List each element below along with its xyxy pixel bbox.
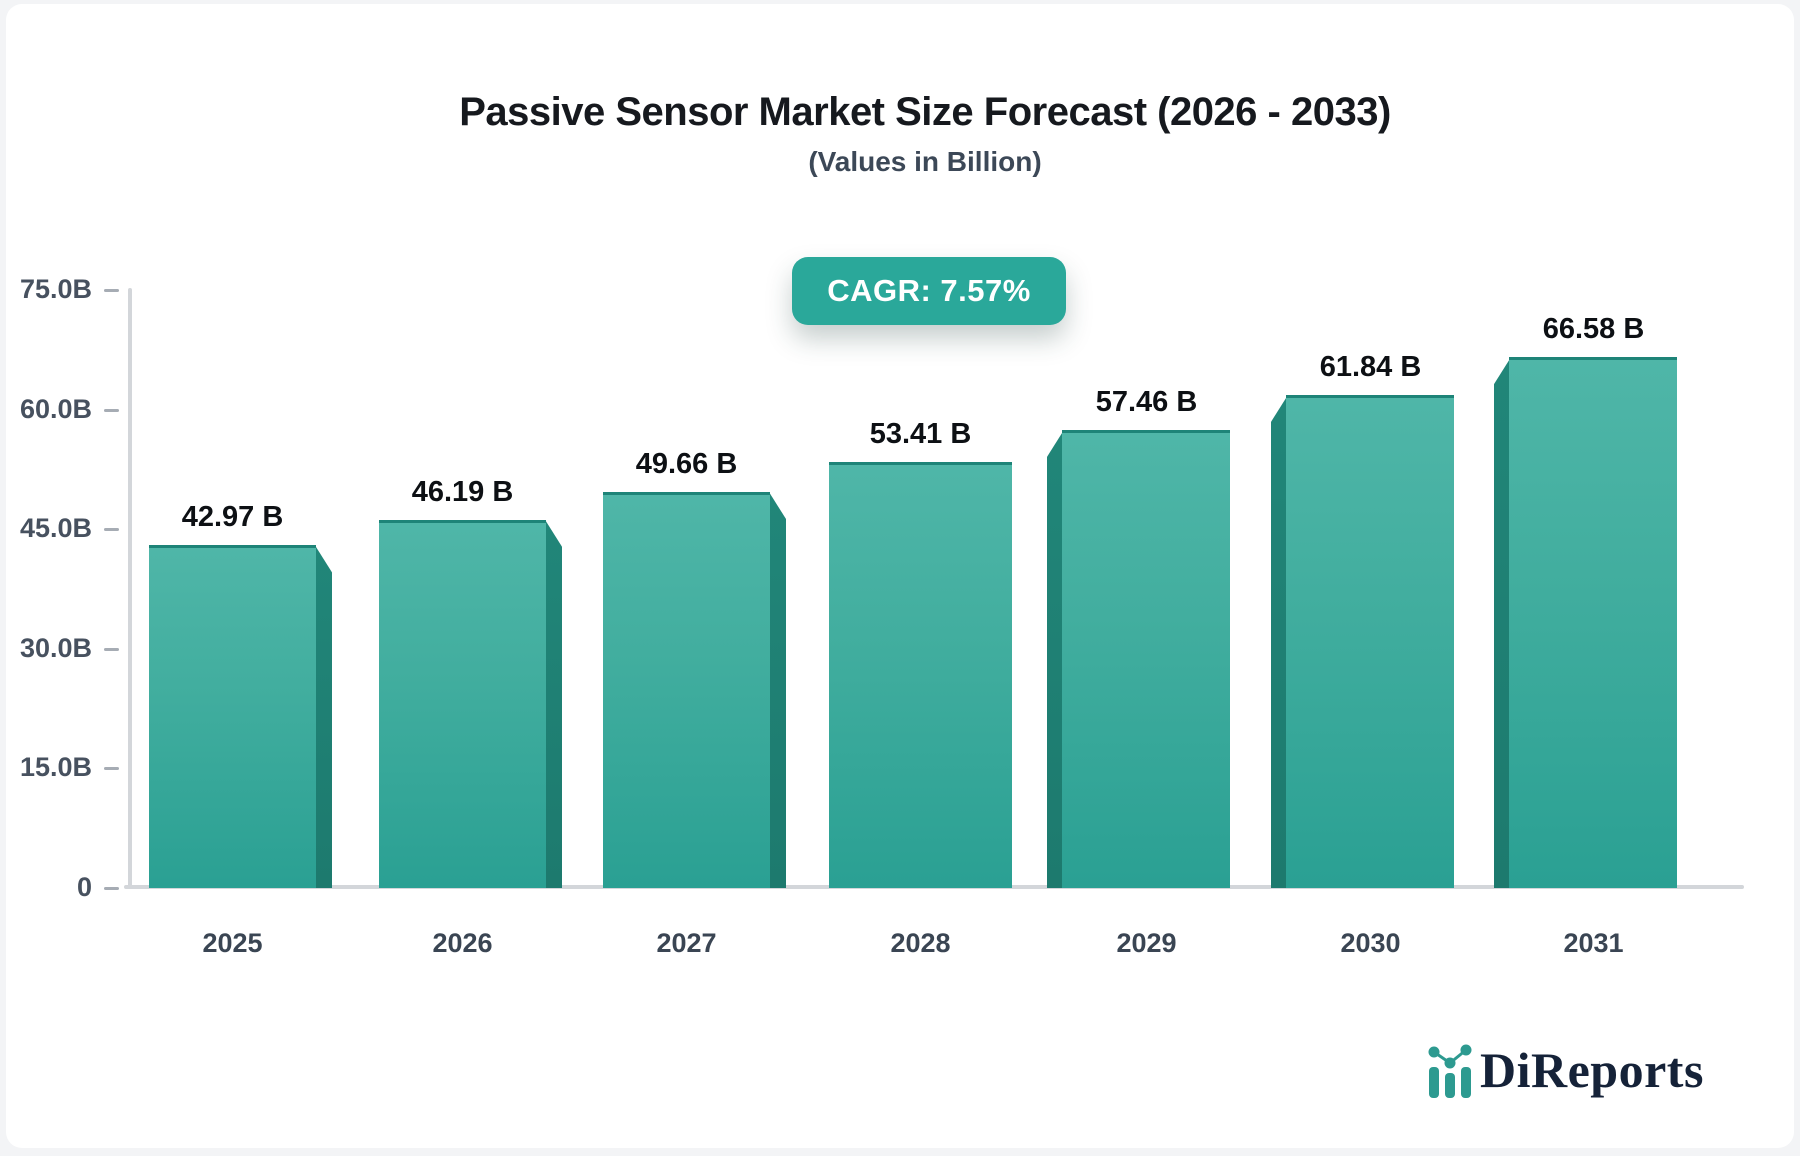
cagr-badge: CAGR: 7.57% — [792, 257, 1066, 325]
mini-bar-line-chart-logo-icon — [1428, 1044, 1472, 1098]
y-tick-label-75.0B: 75.0B — [19, 274, 92, 304]
bar-face — [1062, 429, 1230, 888]
bar-3d-side — [545, 519, 562, 888]
bar-value-label-2026: 46.19 B — [411, 475, 514, 508]
x-axis-label-2025: 2025 — [202, 928, 263, 958]
bar-2029[interactable] — [1047, 429, 1230, 888]
y-tick-mark — [104, 647, 119, 651]
bar-3d-side — [315, 545, 332, 888]
y-tick-mark — [104, 887, 119, 890]
bar-2025[interactable] — [149, 545, 332, 888]
y-tick-mark — [104, 289, 119, 292]
bar-face — [1286, 394, 1454, 888]
bar-2026[interactable] — [379, 519, 562, 888]
bar-face — [379, 519, 546, 888]
y-tick-mark — [104, 767, 119, 771]
x-axis-label-2031: 2031 — [1563, 928, 1624, 958]
bar-3d-side — [1271, 394, 1288, 888]
bar-face — [149, 545, 316, 888]
x-axis-label-2029: 2029 — [1116, 928, 1177, 958]
y-tick-label-30.0B: 30.0B — [19, 632, 92, 663]
y-tick-label-45.0B: 45.0B — [19, 513, 92, 544]
bar-2027[interactable] — [603, 492, 786, 888]
bar-face — [1509, 357, 1677, 888]
bar-value-label-2027: 49.66 B — [635, 448, 738, 481]
y-tick-mark — [104, 408, 119, 412]
x-axis-label-2028: 2028 — [890, 928, 951, 958]
bar-3d-side — [1494, 357, 1511, 888]
y-tick-mark — [104, 528, 119, 532]
y-tick-label-15.0B: 15.0B — [19, 752, 92, 783]
chart-title: Passive Sensor Market Size Forecast (202… — [459, 90, 1391, 134]
bar-value-label-2025: 42.97 B — [181, 501, 284, 534]
bar-value-label-2028: 53.41 B — [869, 418, 972, 451]
bar-3d-side — [769, 492, 786, 888]
bar-face — [603, 492, 770, 888]
x-axis-label-2026: 2026 — [432, 928, 493, 958]
bar-2030[interactable] — [1271, 394, 1454, 888]
y-tick-label-0: 0 — [76, 872, 92, 902]
direports-logo[interactable]: DiReports — [1428, 1030, 1758, 1110]
x-axis-label-2030: 2030 — [1340, 928, 1401, 958]
bar-face — [829, 462, 1012, 888]
bar-2031[interactable] — [1494, 357, 1677, 888]
bar-value-label-2029: 57.46 B — [1095, 385, 1198, 418]
bar-value-label-2030: 61.84 B — [1319, 350, 1422, 383]
x-axis-label-2027: 2027 — [656, 928, 717, 958]
y-axis-line — [128, 288, 132, 889]
y-tick-label-60.0B: 60.0B — [19, 393, 92, 424]
bar-2028[interactable] — [829, 462, 1012, 888]
bar-3d-side — [1047, 429, 1064, 888]
brand-name: DiReports — [1480, 1042, 1704, 1098]
chart-subtitle: (Values in Billion) — [808, 146, 1042, 177]
bar-value-label-2031: 66.58 B — [1542, 313, 1645, 346]
